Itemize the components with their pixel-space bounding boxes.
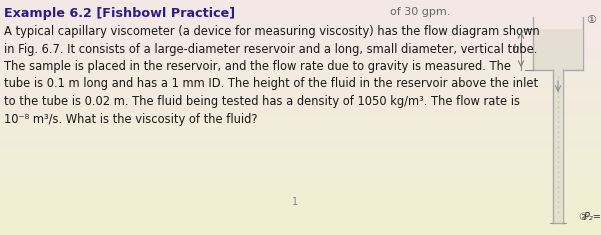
Text: h: h bbox=[513, 44, 519, 55]
Text: 1: 1 bbox=[292, 197, 298, 207]
FancyBboxPatch shape bbox=[554, 70, 562, 223]
Text: P₂=: P₂= bbox=[584, 212, 601, 222]
Text: in Fig. 6.7. It consists of a large-diameter reservoir and a long, small diamete: in Fig. 6.7. It consists of a large-diam… bbox=[4, 43, 537, 55]
Text: of 30 gpm.: of 30 gpm. bbox=[390, 7, 450, 17]
FancyBboxPatch shape bbox=[534, 29, 582, 70]
Text: ①: ① bbox=[586, 15, 596, 25]
Text: 10⁻⁸ m³/s. What is the viscosity of the fluid?: 10⁻⁸ m³/s. What is the viscosity of the … bbox=[4, 113, 257, 125]
Text: Example 6.2 [Fishbowl Practice]: Example 6.2 [Fishbowl Practice] bbox=[4, 7, 235, 20]
Text: to the tube is 0.02 m. The fluid being tested has a density of 1050 kg/m³. The f: to the tube is 0.02 m. The fluid being t… bbox=[4, 95, 520, 108]
Text: The sample is placed in the reservoir, and the flow rate due to gravity is measu: The sample is placed in the reservoir, a… bbox=[4, 60, 511, 73]
Text: A typical capillary viscometer (a device for measuring viscosity) has the flow d: A typical capillary viscometer (a device… bbox=[4, 25, 540, 38]
Text: ②: ② bbox=[578, 212, 587, 222]
Text: tube is 0.1 m long and has a 1 mm ID. The height of the fluid in the reservoir a: tube is 0.1 m long and has a 1 mm ID. Th… bbox=[4, 78, 538, 90]
